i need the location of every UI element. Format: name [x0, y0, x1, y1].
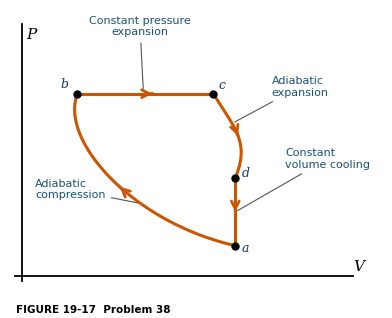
- Text: d: d: [242, 167, 250, 180]
- Text: Constant
volume cooling: Constant volume cooling: [238, 148, 370, 211]
- Text: a: a: [242, 241, 249, 254]
- Text: FIGURE 19-17  Problem 38: FIGURE 19-17 Problem 38: [16, 305, 170, 315]
- Text: V: V: [353, 260, 364, 274]
- Text: c: c: [219, 79, 226, 92]
- Text: Constant pressure
expansion: Constant pressure expansion: [89, 16, 191, 91]
- Text: P: P: [26, 28, 36, 42]
- Text: Adiabatic
expansion: Adiabatic expansion: [234, 76, 329, 122]
- Text: Adiabatic
compression: Adiabatic compression: [35, 179, 138, 203]
- Text: b: b: [61, 78, 69, 91]
